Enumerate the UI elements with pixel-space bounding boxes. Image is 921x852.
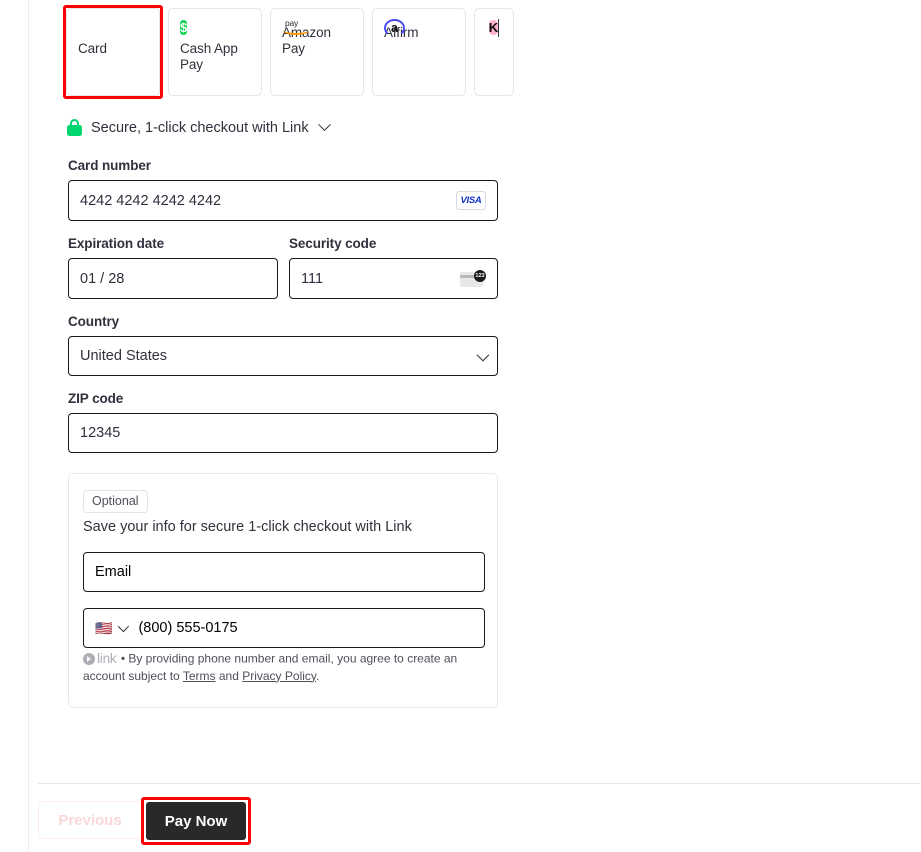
disclaimer-middle: and bbox=[215, 668, 243, 683]
us-flag-icon: 🇺🇸 bbox=[95, 620, 113, 636]
payment-tab-more[interactable]: K bbox=[474, 8, 514, 96]
save-info-title: Save your info for secure 1-click checko… bbox=[83, 519, 412, 535]
disclaimer-prefix: • By providing phone number and email, y… bbox=[83, 651, 458, 683]
payment-tab-cashapp[interactable]: $ Cash App Pay bbox=[168, 8, 262, 96]
chevron-down-icon[interactable] bbox=[118, 620, 130, 633]
zip-input[interactable]: 12345 bbox=[68, 413, 498, 453]
chevron-down-icon[interactable] bbox=[498, 19, 500, 37]
security-code-value: 111 bbox=[301, 270, 324, 287]
payment-tab-cashapp-label: Cash App Pay bbox=[180, 41, 238, 72]
security-code-input[interactable]: 111 123 bbox=[289, 258, 498, 299]
email-placeholder: Email bbox=[95, 564, 132, 580]
terms-link[interactable]: Terms bbox=[182, 668, 216, 683]
zip-label: ZIP code bbox=[68, 391, 124, 406]
previous-button[interactable]: Previous bbox=[38, 801, 142, 839]
phone-placeholder: (800) 555-0175 bbox=[138, 620, 238, 636]
payment-tab-affirm[interactable]: a Affirm bbox=[372, 8, 466, 96]
payment-tab-card-label: Card bbox=[78, 41, 107, 56]
cash-app-icon: $ bbox=[180, 20, 188, 35]
security-code-label: Security code bbox=[289, 236, 377, 251]
chevron-down-icon[interactable] bbox=[317, 118, 331, 132]
footer-divider bbox=[38, 783, 921, 784]
email-input[interactable]: Email bbox=[83, 552, 485, 592]
save-info-card: Optional Save your info for secure 1-cli… bbox=[68, 473, 498, 708]
expiration-label: Expiration date bbox=[68, 236, 165, 251]
credit-card-icon bbox=[78, 18, 100, 34]
card-number-input[interactable]: 4242 4242 4242 4242 VISA bbox=[68, 180, 498, 221]
link-disclaimer: link • By providing phone number and ema… bbox=[83, 650, 483, 685]
container-left-border bbox=[28, 0, 29, 852]
country-value: United States bbox=[80, 348, 168, 364]
payment-tab-card[interactable]: Card bbox=[66, 8, 160, 96]
klarna-icon: K bbox=[488, 20, 499, 35]
card-number-label: Card number bbox=[68, 158, 151, 173]
cvc-card-icon: 123 bbox=[460, 269, 486, 288]
link-banner-text: Secure, 1-click checkout with Link bbox=[91, 119, 309, 136]
expiration-value: 01 / 28 bbox=[80, 270, 125, 287]
green-lock-icon bbox=[67, 119, 82, 136]
country-label: Country bbox=[68, 314, 120, 329]
expiration-input[interactable]: 01 / 28 bbox=[68, 258, 278, 299]
pay-now-button[interactable]: Pay Now bbox=[146, 802, 246, 840]
card-number-value: 4242 4242 4242 4242 bbox=[80, 192, 222, 209]
payment-tab-amazonpay[interactable]: pay Amazon Pay bbox=[270, 8, 364, 96]
link-logo-icon: link bbox=[83, 650, 117, 667]
payment-method-tabs: Card $ Cash App Pay pay Amazon Pay a Aff… bbox=[66, 8, 514, 96]
optional-badge: Optional bbox=[83, 490, 148, 513]
disclaimer-suffix: . bbox=[316, 668, 320, 683]
privacy-policy-link[interactable]: Privacy Policy bbox=[242, 668, 317, 683]
country-select[interactable]: United States bbox=[68, 336, 498, 376]
visa-icon: VISA bbox=[456, 191, 486, 210]
chevron-down-icon bbox=[476, 348, 490, 361]
link-secure-banner[interactable]: Secure, 1-click checkout with Link bbox=[67, 118, 331, 136]
phone-input[interactable]: 🇺🇸 (800) 555-0175 bbox=[83, 608, 485, 648]
zip-value: 12345 bbox=[80, 425, 121, 441]
